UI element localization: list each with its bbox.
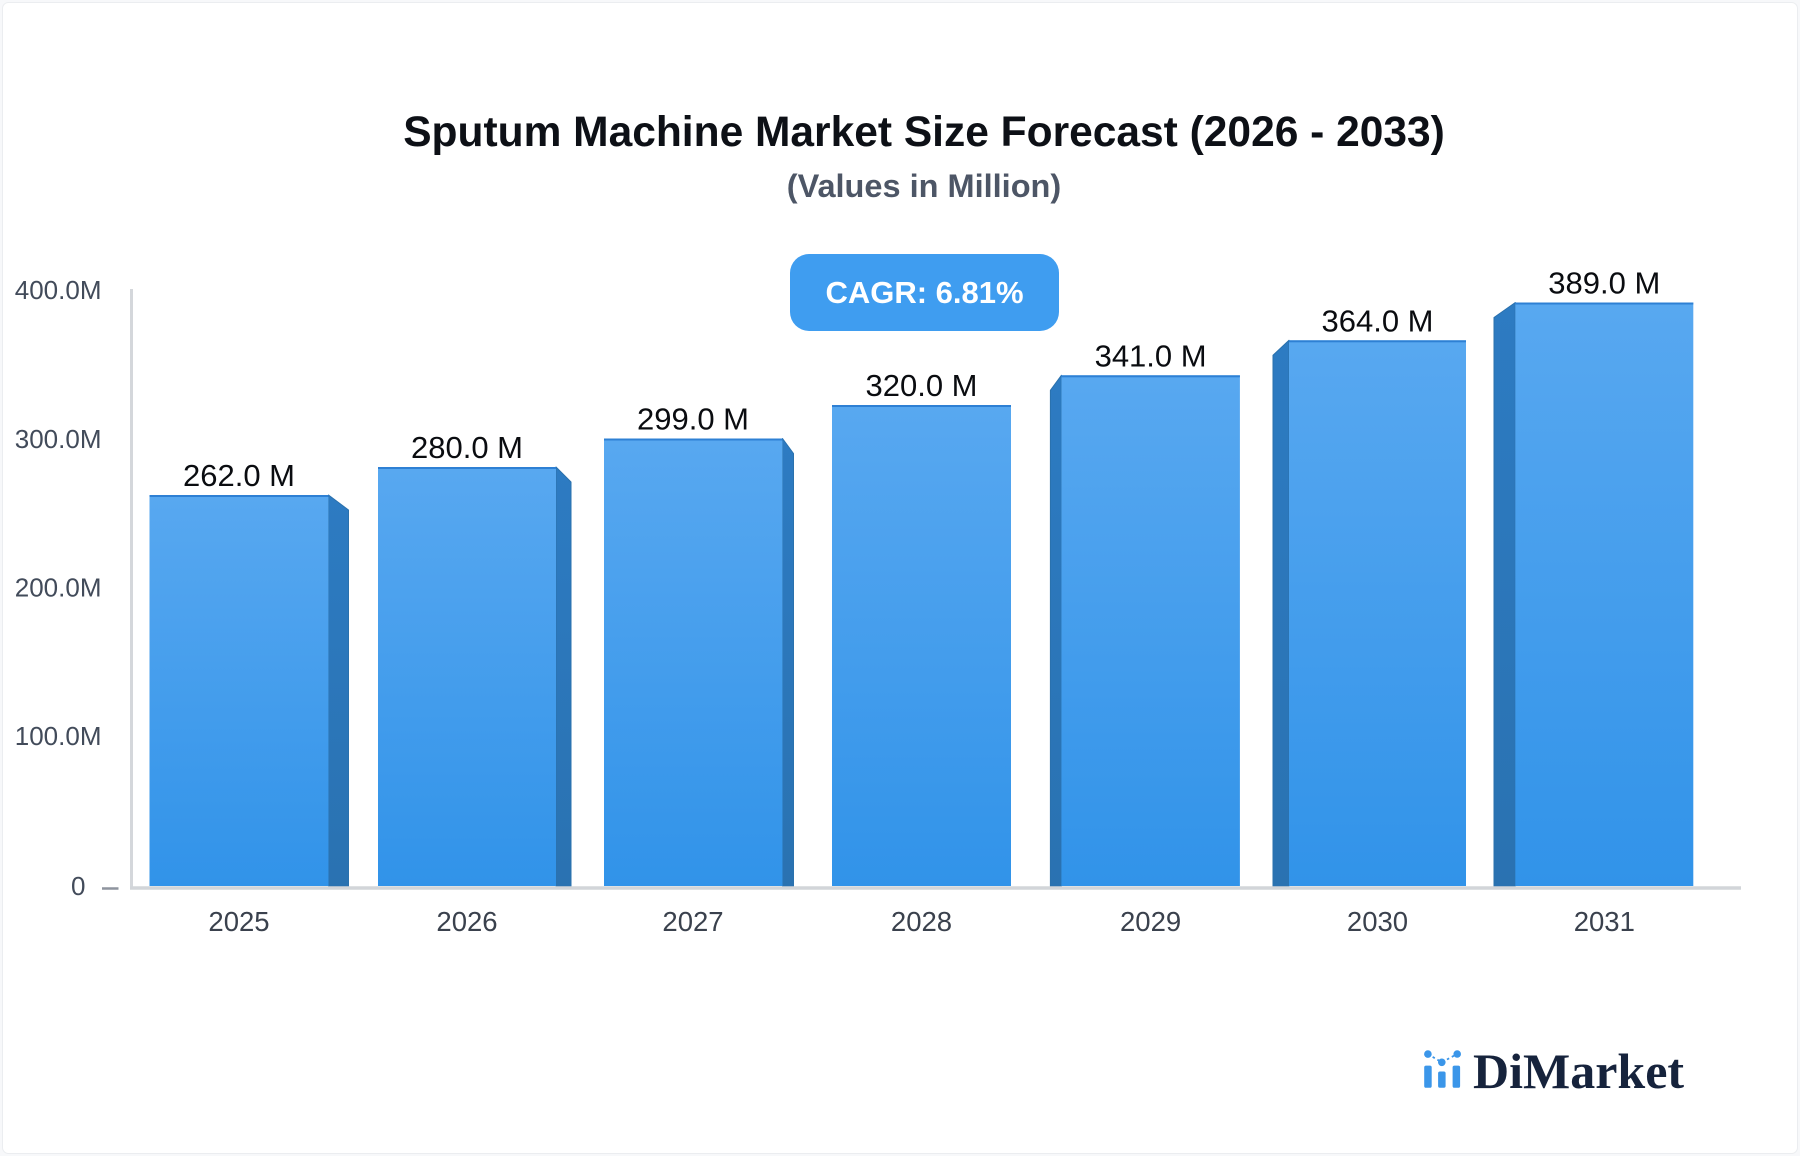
svg-text:0: 0 <box>71 871 85 901</box>
svg-text:2028: 2028 <box>891 906 952 937</box>
svg-text:200.0M: 200.0M <box>15 573 102 603</box>
svg-text:2025: 2025 <box>208 906 269 937</box>
svg-text:2027: 2027 <box>662 906 723 937</box>
svg-text:100.0M: 100.0M <box>15 721 102 751</box>
svg-text:364.0 M: 364.0 M <box>1321 303 1433 338</box>
svg-text:2030: 2030 <box>1347 906 1408 937</box>
svg-text:341.0 M: 341.0 M <box>1095 338 1207 373</box>
svg-text:320.0 M: 320.0 M <box>865 368 977 403</box>
svg-text:2029: 2029 <box>1120 906 1181 937</box>
svg-text:400.0M: 400.0M <box>15 275 102 305</box>
svg-text:CAGR: 6.81%: CAGR: 6.81% <box>825 275 1023 310</box>
svg-text:280.0 M: 280.0 M <box>411 430 523 465</box>
svg-text:2026: 2026 <box>436 906 497 937</box>
svg-text:389.0 M: 389.0 M <box>1548 266 1660 301</box>
svg-text:300.0M: 300.0M <box>15 424 102 454</box>
svg-text:299.0 M: 299.0 M <box>637 402 749 437</box>
svg-text:(Values in Million): (Values in Million) <box>787 168 1061 204</box>
svg-text:DiMarket: DiMarket <box>1473 1043 1684 1099</box>
svg-text:262.0 M: 262.0 M <box>183 458 295 493</box>
svg-text:2031: 2031 <box>1574 906 1635 937</box>
svg-text:Sputum Machine Market Size For: Sputum Machine Market Size Forecast (202… <box>403 109 1445 156</box>
